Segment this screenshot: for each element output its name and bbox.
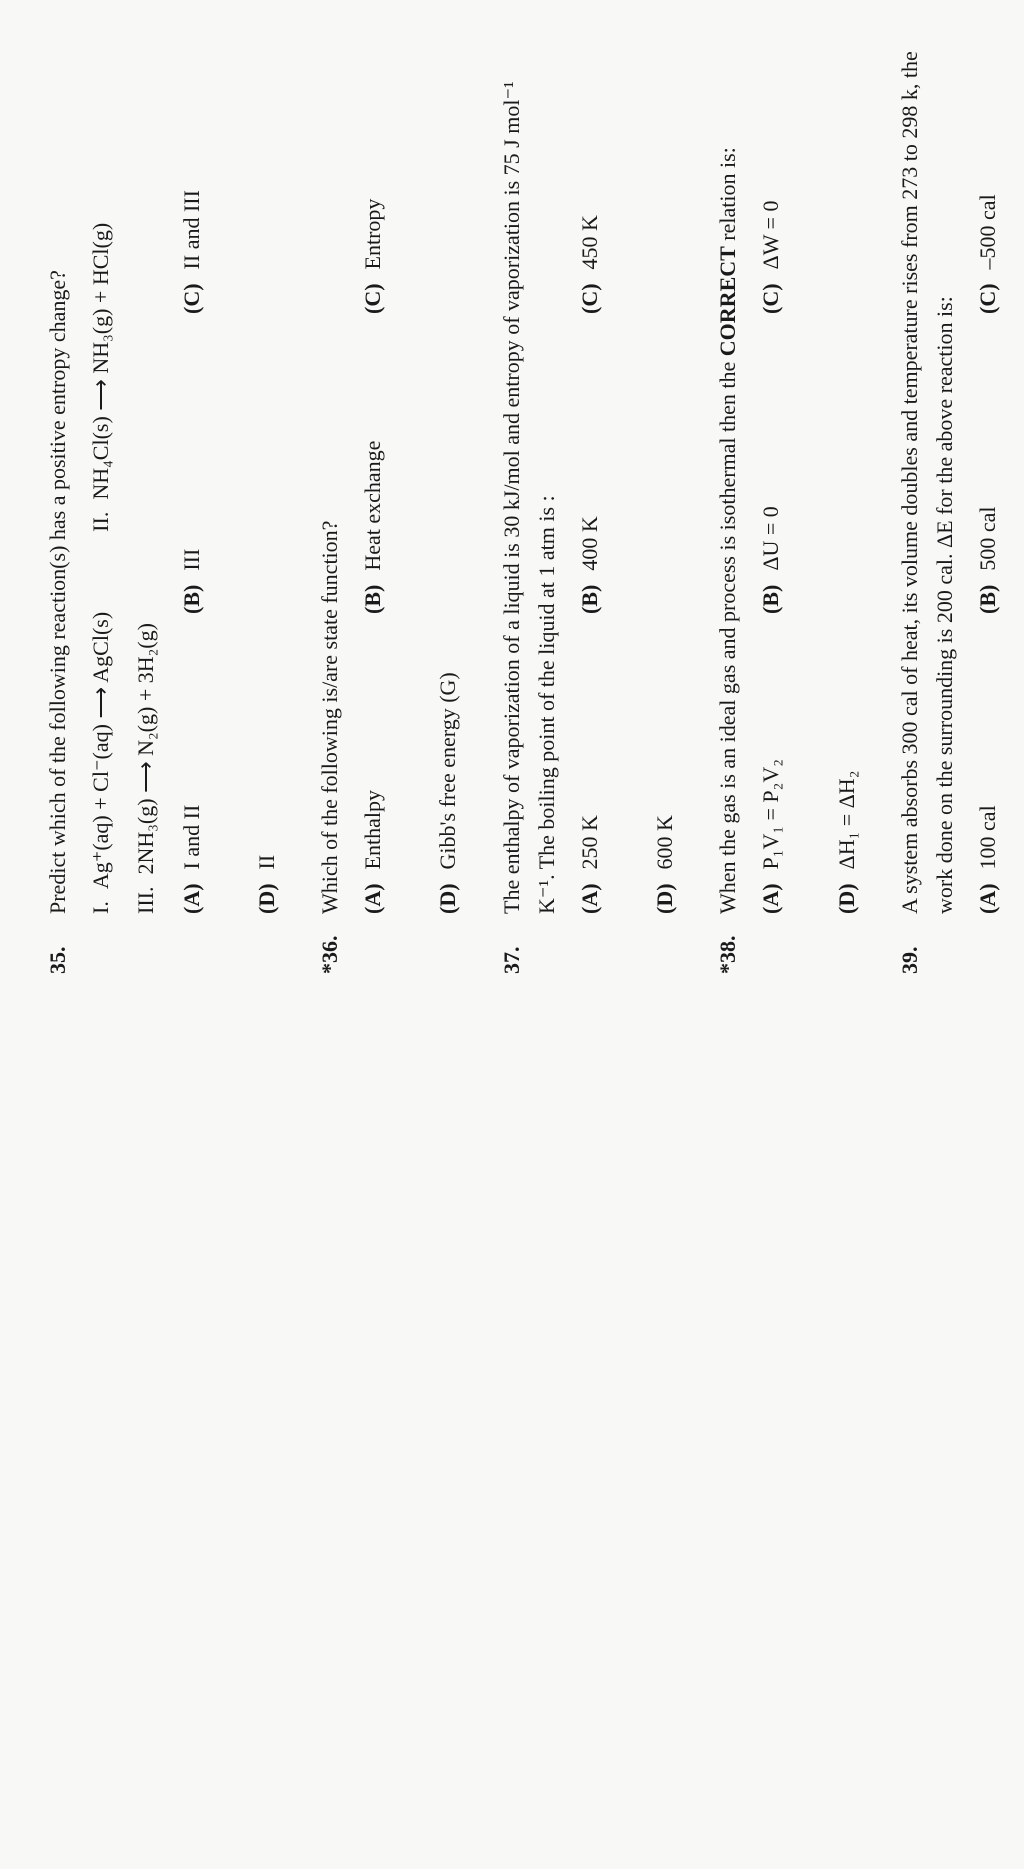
q35-opt-d: (D) II — [249, 654, 284, 914]
q39-opt-c-text: –500 cal — [970, 194, 1005, 269]
opt-label-b: (B) — [970, 585, 1005, 614]
question-38: *38. When the gas is an ideal gas and pr… — [710, 50, 864, 974]
q37-number: 37. — [494, 914, 683, 974]
q36-opt-a-text: Enthalpy — [355, 790, 390, 869]
q35-stem-3-text: 2NH₃(g) ⟶ N₂(g) + 3H₂(g) — [128, 623, 163, 874]
q38-opt-c-text: ΔW = 0 — [753, 201, 788, 270]
opt-label-a: (A) — [355, 883, 390, 914]
q35-stem-1: I. Ag⁺(aq) + Cl⁻(aq) ⟶ AgCl(s) — [83, 612, 118, 914]
opt-label-c: (C) — [174, 283, 209, 314]
q35-stem-3: III. 2NH₃(g) ⟶ N₂(g) + 3H₂(g) — [128, 623, 163, 914]
q37-opt-c-text: 450 K — [572, 215, 607, 269]
opt-label-d: (D) — [647, 883, 682, 914]
q39-opt-a-text: 100 cal — [970, 805, 1005, 869]
q37-opt-d-text: 600 K — [647, 815, 682, 869]
opt-label-a: (A) — [572, 883, 607, 914]
q35-stem-1-label: I. — [83, 901, 118, 914]
q36-opt-c: (C) Entropy — [355, 54, 390, 314]
q39-opt-b-text: 500 cal — [970, 507, 1005, 571]
q35-body: Predict which of the following reaction(… — [40, 50, 284, 914]
q37-opt-a: (A) 250 K — [572, 654, 607, 914]
opt-label-c: (C) — [572, 283, 607, 314]
q36-number: *36. — [312, 914, 466, 974]
q35-opt-d-text: II — [249, 855, 284, 870]
opt-label-d: (D) — [829, 883, 864, 914]
q38-body: When the gas is an ideal gas and process… — [710, 50, 864, 914]
question-36: *36. Which of the following is/are state… — [312, 50, 466, 974]
q39-opt-c: (C) –500 cal — [970, 54, 1005, 314]
q37-body: The enthalpy of vaporization of a liquid… — [494, 50, 683, 914]
opt-label-c: (C) — [355, 283, 390, 314]
q36-opt-a: (A) Enthalpy — [355, 654, 390, 914]
q35-opt-c-text: II and III — [174, 190, 209, 269]
q37-opt-d: (D) 600 K — [647, 654, 682, 914]
q39-opt-b: (B) 500 cal — [970, 354, 1005, 614]
q36-body: Which of the following is/are state func… — [312, 50, 466, 914]
q35-stem-2: II. NH₄Cl(s) ⟶ NH₃(g) + HCl(g) — [83, 223, 118, 532]
question-37: 37. The enthalpy of vaporization of a li… — [494, 50, 683, 974]
q37-opt-c: (C) 450 K — [572, 54, 607, 314]
q35-stem-1-text: Ag⁺(aq) + Cl⁻(aq) ⟶ AgCl(s) — [83, 612, 118, 889]
q35-options: (A) I and II (B) III (C) II and III (D) II — [174, 50, 284, 914]
q35-number: 35. — [40, 914, 284, 974]
opt-label-b: (B) — [572, 585, 607, 614]
q35-stem-3-label: III. — [128, 887, 163, 914]
q37-options: (A) 250 K (B) 400 K (C) 450 K (D) 600 K — [572, 50, 682, 914]
q38-opt-b: (B) ΔU = 0 — [753, 354, 788, 614]
q35-stem-2-label: II. — [83, 512, 118, 532]
q39-options: (A)100 cal (B)500 cal (C)–500 cal (D)–10… — [970, 50, 1024, 914]
q36-opt-b-text: Heat exchange — [355, 441, 390, 571]
q37-opt-a-text: 250 K — [572, 815, 607, 869]
q38-number: *38. — [710, 914, 864, 974]
opt-label-d: (D) — [249, 883, 284, 914]
q38-opt-d: (D) ΔH₁ = ΔH₂ — [829, 654, 864, 914]
opt-label-b: (B) — [355, 585, 390, 614]
q39-number: 39. — [892, 914, 1024, 974]
q35-opt-a-text: I and II — [174, 805, 209, 870]
q35-opt-b-text: III — [174, 549, 209, 571]
opt-label-c: (C) — [753, 283, 788, 314]
opt-label-a: (A) — [970, 883, 1005, 914]
q39-body: A system absorbs 300 cal of heat, its vo… — [892, 50, 1024, 914]
q35-prompt: Predict which of the following reaction(… — [40, 50, 75, 914]
q36-opt-d-text: Gibb's free energy (G) — [430, 672, 465, 869]
q36-opt-c-text: Entropy — [355, 199, 390, 270]
q35-stem-2-text: NH₄Cl(s) ⟶ NH₃(g) + HCl(g) — [83, 223, 118, 500]
opt-label-c: (C) — [970, 283, 1005, 314]
q36-opt-d: (D) Gibb's free energy (G) — [430, 654, 465, 914]
q36-options: (A)Enthalpy (B)Heat exchange (C)Entropy … — [355, 50, 465, 914]
opt-label-a: (A) — [174, 883, 209, 914]
q38-opt-b-text: ΔU = 0 — [753, 506, 788, 570]
opt-label-a: (A) — [753, 883, 788, 914]
q35-opt-b: (B) III — [174, 354, 209, 614]
q36-prompt: Which of the following is/are state func… — [312, 50, 347, 914]
q38-opt-a-text: P₁V₁ = P₂V₂ — [753, 759, 788, 869]
q35-opt-a: (A) I and II — [174, 654, 209, 914]
q35-opt-c: (C) II and III — [174, 54, 209, 314]
q38-opt-c: (C) ΔW = 0 — [753, 54, 788, 314]
q38-prompt: When the gas is an ideal gas and process… — [710, 50, 745, 914]
q35-stems-row2: III. 2NH₃(g) ⟶ N₂(g) + 3H₂(g) — [128, 50, 163, 914]
q39-prompt: A system absorbs 300 cal of heat, its vo… — [892, 50, 962, 914]
opt-label-b: (B) — [174, 585, 209, 614]
q37-opt-b: (B) 400 K — [572, 354, 607, 614]
opt-label-d: (D) — [430, 883, 465, 914]
q39-opt-a: (A) 100 cal — [970, 654, 1005, 914]
q37-opt-b-text: 400 K — [572, 516, 607, 570]
q38-opt-d-text: ΔH₁ = ΔH₂ — [829, 771, 864, 870]
opt-label-b: (B) — [753, 585, 788, 614]
question-35: 35. Predict which of the following react… — [40, 50, 284, 974]
q35-stems: I. Ag⁺(aq) + Cl⁻(aq) ⟶ AgCl(s) II. NH₄Cl… — [83, 50, 118, 914]
q38-options: (A) P₁V₁ = P₂V₂ (B) ΔU = 0 (C) ΔW = 0 (D) ΔH… — [753, 50, 863, 914]
q37-prompt: The enthalpy of vaporization of a liquid… — [494, 50, 564, 914]
q38-opt-a: (A) P₁V₁ = P₂V₂ — [753, 654, 788, 914]
q36-opt-b: (B) Heat exchange — [355, 354, 390, 614]
question-39: 39. A system absorbs 300 cal of heat, it… — [892, 50, 1024, 974]
